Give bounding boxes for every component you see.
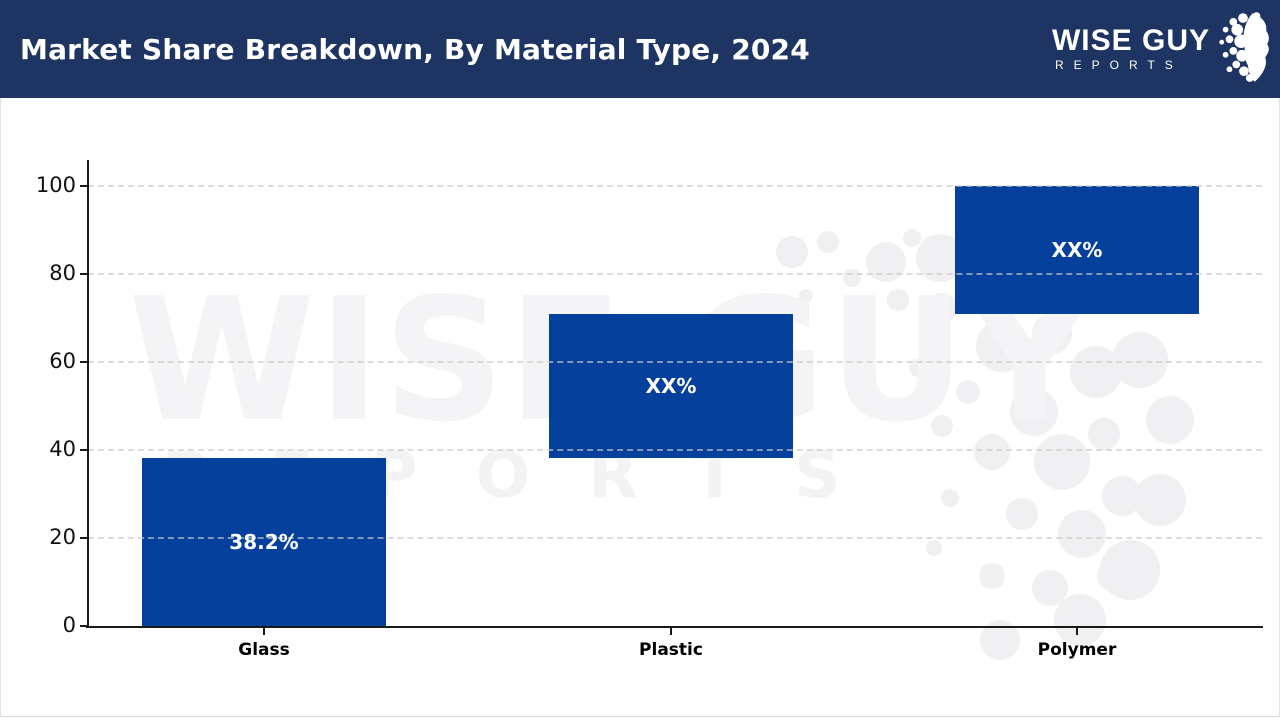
bar-value-label: 38.2% [229, 529, 299, 554]
bar-polymer [955, 186, 1199, 314]
gridline-60 [88, 361, 1262, 363]
y-tick-0 [80, 625, 88, 627]
y-tick-40 [80, 449, 88, 451]
x-tick-glass [263, 628, 265, 635]
x-axis-line [86, 626, 1263, 628]
category-label-polymer: Polymer [1037, 640, 1117, 660]
gridline-20 [88, 537, 1262, 539]
category-label-plastic: Plastic [639, 640, 703, 660]
y-tick-60 [80, 361, 88, 363]
logo-wordmark: WISE GUY [1051, 24, 1210, 57]
x-tick-plastic [670, 628, 672, 635]
logo-subtitle: REPORTS [1054, 58, 1183, 72]
category-label-glass: Glass [238, 640, 290, 660]
y-tick-label-40: 40 [49, 437, 76, 461]
gridline-80 [88, 273, 1262, 275]
x-tick-polymer [1076, 628, 1078, 635]
bar-plastic [549, 313, 793, 458]
y-tick-80 [80, 273, 88, 275]
bottom-divider [0, 716, 1280, 717]
y-tick-100 [80, 185, 88, 187]
y-tick-label-60: 60 [49, 349, 76, 373]
bar-value-label: XX% [1051, 237, 1103, 262]
logo-text: WISE GUY REPORTS [1052, 24, 1210, 72]
header-bar: Market Share Breakdown, By Material Type… [0, 0, 1280, 98]
y-tick-label-100: 100 [35, 173, 76, 197]
bar-value-label: XX% [645, 373, 697, 398]
dotted-head-icon [1219, 12, 1269, 82]
y-axis-line [87, 160, 89, 628]
page-title: Market Share Breakdown, By Material Type… [20, 32, 810, 66]
wiseguy-logo: WISE GUY REPORTS [1052, 10, 1272, 86]
y-tick-label-80: 80 [49, 261, 76, 285]
y-tick-label-20: 20 [49, 525, 76, 549]
bar-glass [142, 457, 386, 626]
y-tick-label-0: 0 [62, 613, 76, 637]
gridline-100 [88, 185, 1262, 187]
y-tick-20 [80, 537, 88, 539]
left-edge-line [0, 98, 1, 717]
gridline-40 [88, 449, 1262, 451]
